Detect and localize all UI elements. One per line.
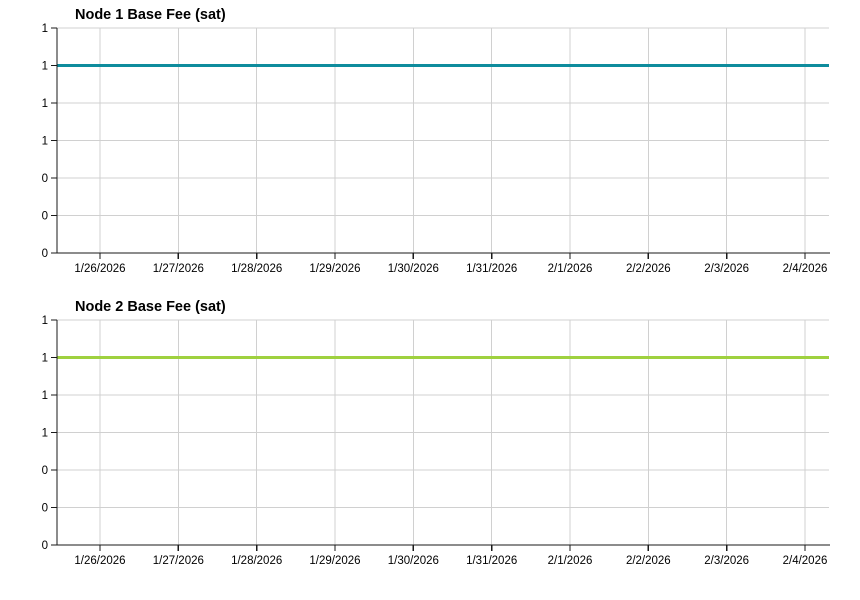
x-tick-label: 1/26/2026 — [74, 263, 125, 275]
x-tick-label: 1/29/2026 — [309, 263, 360, 275]
x-tick-label: 2/2/2026 — [626, 555, 671, 567]
y-tick-label: 1 — [42, 428, 48, 440]
x-tick-label: 2/4/2026 — [783, 263, 828, 275]
x-tick-label: 2/2/2026 — [626, 263, 671, 275]
y-tick-label: 1 — [42, 98, 48, 110]
y-tick-label: 0 — [42, 173, 48, 185]
x-tick-label: 1/27/2026 — [153, 555, 204, 567]
node-1-base-fee-plot: 0 0 0 1 1 1 1 1/26/2026 1/27/2026 1/28/2026 1/29/2… — [42, 23, 830, 275]
x-tick-label: 1/31/2026 — [466, 555, 517, 567]
x-tick-label: 2/3/2026 — [704, 555, 749, 567]
x-tick-label: 1/27/2026 — [153, 263, 204, 275]
x-tick-label: 1/31/2026 — [466, 263, 517, 275]
y-tick-label: 0 — [42, 248, 48, 260]
x-tick-label: 1/28/2026 — [231, 555, 282, 567]
x-tick-label: 1/28/2026 — [231, 263, 282, 275]
chart-node-2-base-fee: Node 2 Base Fee (sat) 0 0 0 1 1 1 1 1/26/2026 1/… — [0, 292, 860, 600]
node-2-base-fee-plot: 0 0 0 1 1 1 1 1/26/2026 1/27/2026 1/28/2026 1/29/2… — [42, 315, 830, 567]
x-tick-label: 2/3/2026 — [704, 263, 749, 275]
x-tick-label: 2/1/2026 — [548, 555, 593, 567]
y-tick-label: 1 — [42, 353, 48, 365]
y-tick-label: 0 — [42, 540, 48, 552]
y-tick-label: 1 — [42, 390, 48, 402]
y-tick-label: 0 — [42, 465, 48, 477]
chart-title-node-1: Node 1 Base Fee (sat) — [75, 7, 226, 23]
x-tick-label: 2/1/2026 — [548, 263, 593, 275]
y-tick-label: 0 — [42, 211, 48, 223]
chart-node-1-base-fee: Node 1 Base Fee (sat) 0 0 0 1 1 1 1 1/26/2026 1/… — [0, 0, 860, 292]
y-tick-label: 0 — [42, 503, 48, 515]
y-tick-label: 1 — [42, 136, 48, 148]
chart-title-node-2: Node 2 Base Fee (sat) — [75, 299, 226, 315]
x-tick-label: 2/4/2026 — [783, 555, 828, 567]
x-tick-label: 1/30/2026 — [388, 555, 439, 567]
y-tick-label: 1 — [42, 61, 48, 73]
x-tick-label: 1/29/2026 — [309, 555, 360, 567]
x-tick-label: 1/26/2026 — [74, 555, 125, 567]
y-tick-label: 1 — [42, 23, 48, 35]
y-tick-label: 1 — [42, 315, 48, 327]
x-tick-label: 1/30/2026 — [388, 263, 439, 275]
